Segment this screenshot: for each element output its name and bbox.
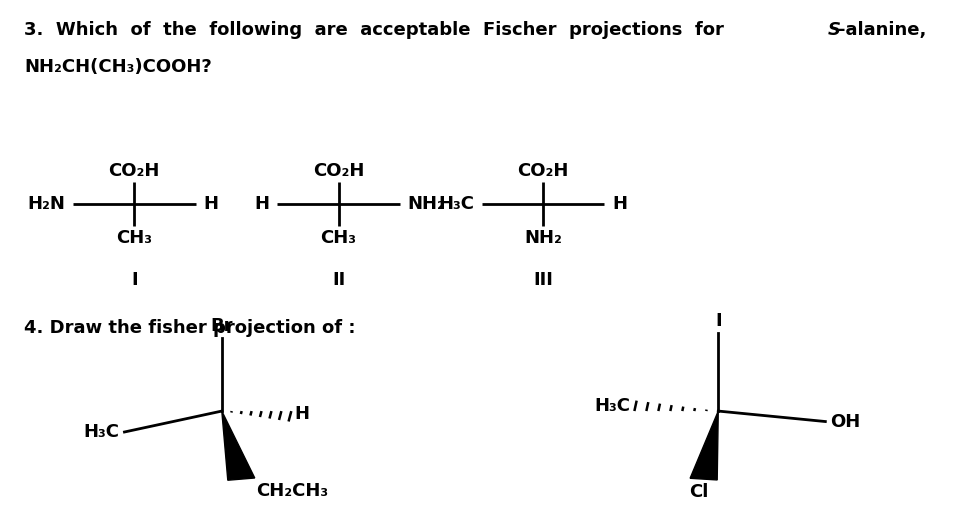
Text: 3.  Which  of  the  following  are  acceptable  Fischer  projections  for: 3. Which of the following are acceptable… xyxy=(24,21,735,39)
Text: CO₂H: CO₂H xyxy=(109,162,159,180)
Text: H₃C: H₃C xyxy=(594,397,630,415)
Text: CO₂H: CO₂H xyxy=(516,162,568,180)
Text: H₂N: H₂N xyxy=(27,195,65,213)
Text: III: III xyxy=(533,271,553,289)
Text: H₃C: H₃C xyxy=(437,195,473,213)
Text: CO₂H: CO₂H xyxy=(313,162,364,180)
Text: Br: Br xyxy=(210,317,233,335)
Text: II: II xyxy=(332,271,345,289)
Polygon shape xyxy=(222,411,254,480)
Text: NH₂: NH₂ xyxy=(407,195,445,213)
Text: H: H xyxy=(203,195,218,213)
Text: I: I xyxy=(714,312,721,330)
Text: H₃C: H₃C xyxy=(83,423,119,441)
Text: S: S xyxy=(826,21,839,39)
Text: H: H xyxy=(611,195,627,213)
Text: CH₂CH₃: CH₂CH₃ xyxy=(255,482,328,500)
Text: OH: OH xyxy=(829,413,860,431)
Text: I: I xyxy=(131,271,137,289)
Text: CH₃: CH₃ xyxy=(116,229,152,247)
Text: NH₂CH(CH₃)COOH?: NH₂CH(CH₃)COOH? xyxy=(24,58,211,76)
Text: -alanine,: -alanine, xyxy=(837,21,925,39)
Text: Cl: Cl xyxy=(689,484,708,501)
Text: H: H xyxy=(254,195,269,213)
Text: CH₃: CH₃ xyxy=(320,229,356,247)
Text: NH₂: NH₂ xyxy=(523,229,561,247)
Text: 4. Draw the fisher projection of :: 4. Draw the fisher projection of : xyxy=(24,320,355,338)
Polygon shape xyxy=(689,411,718,480)
Text: H: H xyxy=(294,405,309,423)
